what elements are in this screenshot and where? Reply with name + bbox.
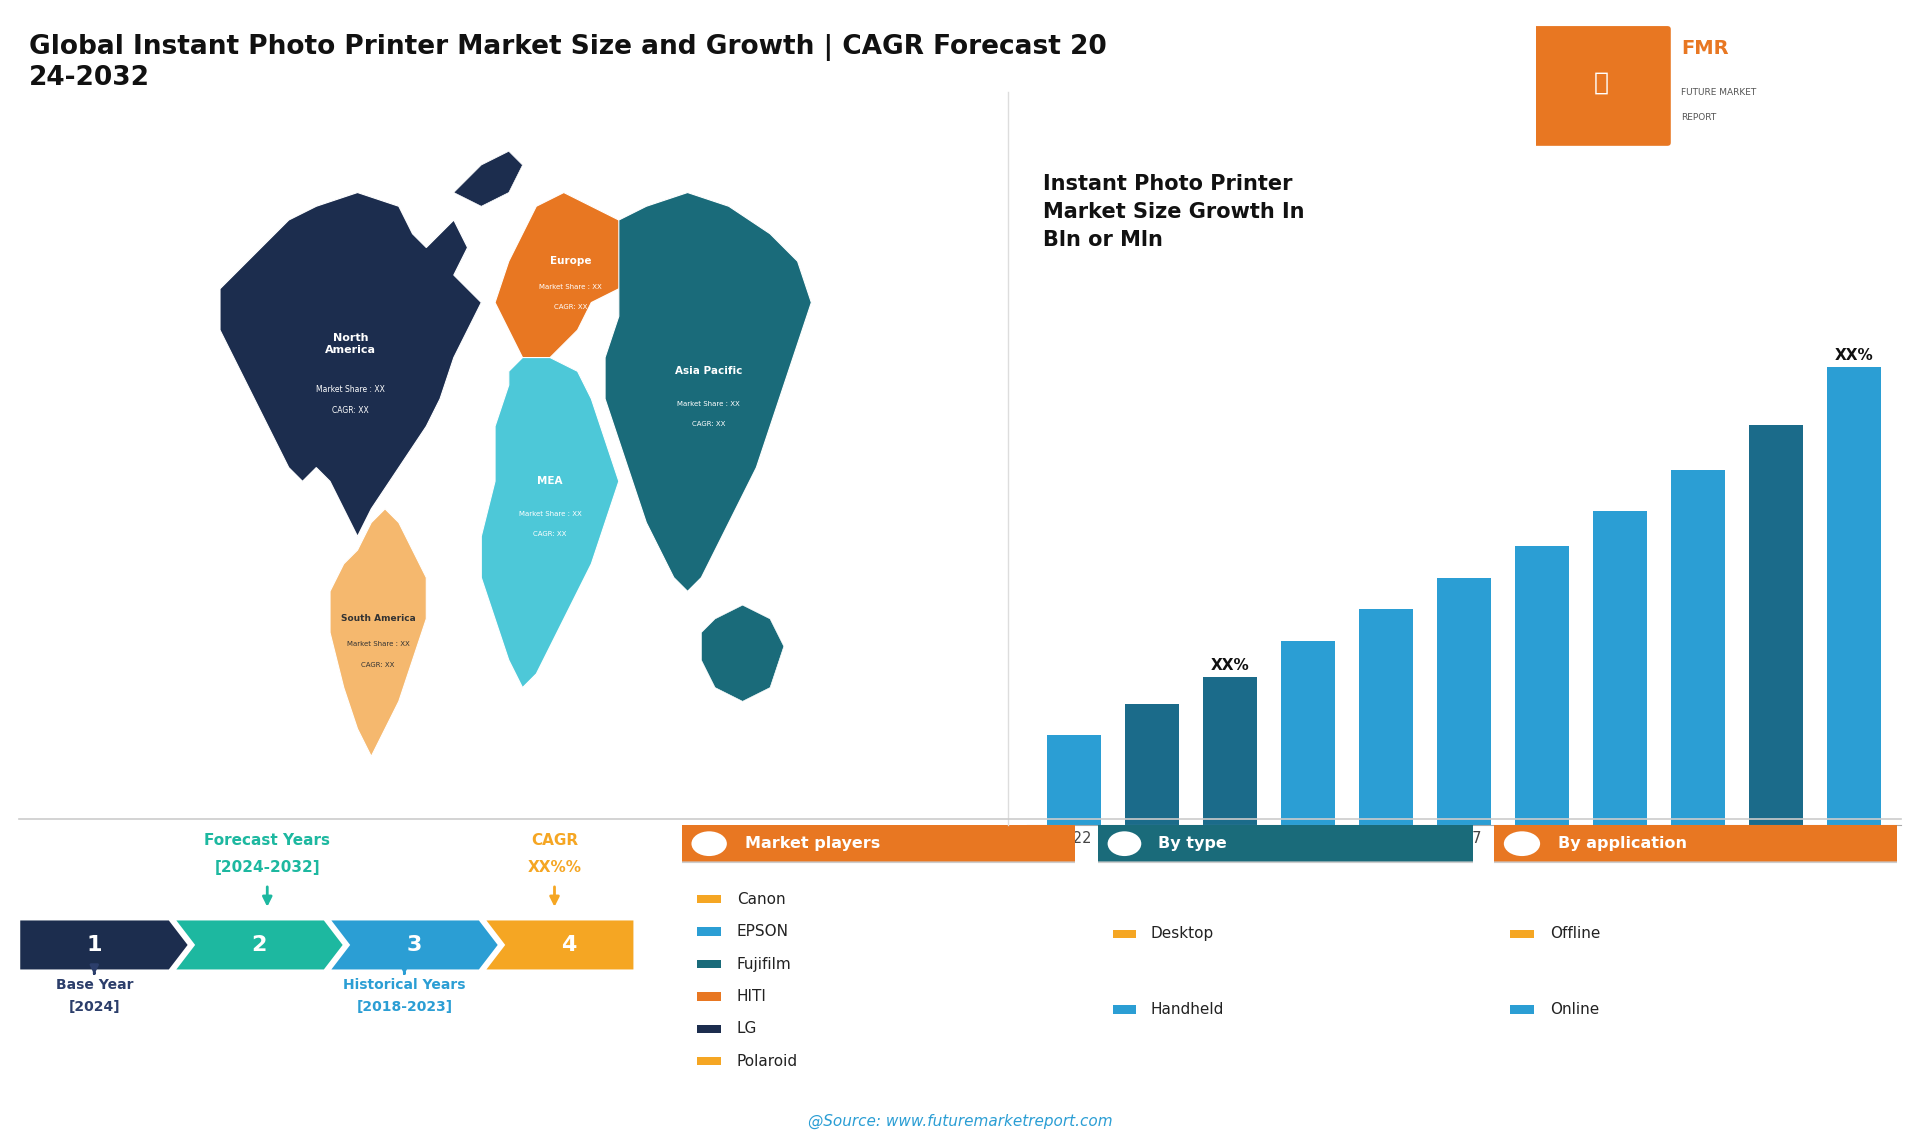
Text: Desktop: Desktop	[1150, 926, 1213, 941]
Bar	[1436, 578, 1492, 825]
Text: CAGR: XX: CAGR: XX	[361, 662, 396, 668]
Text: XX%: XX%	[1836, 347, 1874, 362]
Bar	[1515, 547, 1569, 825]
Bar	[1670, 470, 1726, 825]
Circle shape	[1108, 831, 1140, 856]
Text: Forecast Years: Forecast Years	[204, 833, 330, 848]
Polygon shape	[484, 919, 634, 971]
Text: Historical Years: Historical Years	[344, 979, 467, 992]
Bar	[697, 1057, 720, 1066]
Text: Fujifilm: Fujifilm	[737, 957, 791, 972]
Text: Market players: Market players	[745, 837, 879, 851]
Bar	[1749, 425, 1803, 825]
Text: 4: 4	[561, 935, 576, 955]
Text: Market Share : XX: Market Share : XX	[317, 385, 386, 394]
Circle shape	[1503, 831, 1540, 856]
Text: @Source: www.futuremarketreport.com: @Source: www.futuremarketreport.com	[808, 1114, 1112, 1129]
Bar	[1046, 736, 1102, 825]
Bar	[697, 927, 720, 936]
Text: LG: LG	[737, 1021, 756, 1036]
Text: [2018-2023]: [2018-2023]	[357, 1000, 453, 1014]
Bar	[697, 992, 720, 1000]
FancyBboxPatch shape	[1490, 862, 1901, 1102]
Text: 3: 3	[407, 935, 422, 955]
FancyBboxPatch shape	[670, 817, 1087, 871]
Bar	[697, 895, 720, 903]
Text: Offline: Offline	[1549, 926, 1601, 941]
Bar	[1359, 610, 1413, 825]
Bar	[1509, 1005, 1534, 1013]
Text: Handheld: Handheld	[1150, 1002, 1225, 1017]
Text: Polaroid: Polaroid	[737, 1054, 799, 1069]
Text: Instant Photo Printer
Market Size Growth In
Bln or Mln: Instant Photo Printer Market Size Growth…	[1043, 174, 1304, 250]
Bar	[1202, 677, 1258, 825]
Polygon shape	[221, 193, 482, 536]
Bar	[1125, 704, 1179, 825]
Bar	[1281, 641, 1334, 825]
Polygon shape	[19, 919, 188, 971]
Bar	[1826, 367, 1882, 825]
Polygon shape	[482, 358, 618, 688]
Text: Market Share : XX: Market Share : XX	[678, 401, 739, 407]
FancyBboxPatch shape	[1094, 862, 1476, 1102]
Text: 2: 2	[252, 935, 267, 955]
Text: XX%: XX%	[1212, 658, 1250, 673]
Text: REPORT: REPORT	[1682, 113, 1716, 121]
Text: CAGR: XX: CAGR: XX	[555, 305, 588, 311]
Text: Global Instant Photo Printer Market Size and Growth | CAGR Forecast 20
24-2032: Global Instant Photo Printer Market Size…	[29, 34, 1106, 92]
Text: XX%%: XX%%	[528, 861, 582, 876]
Text: FMR: FMR	[1682, 39, 1728, 57]
Bar	[697, 960, 720, 968]
Bar	[1509, 929, 1534, 937]
Text: Market Share : XX: Market Share : XX	[518, 511, 582, 517]
Bar	[1594, 510, 1647, 825]
Text: CAGR: XX: CAGR: XX	[534, 532, 566, 537]
Text: [2024-2032]: [2024-2032]	[215, 861, 321, 876]
Text: EPSON: EPSON	[737, 924, 789, 939]
Bar	[1114, 929, 1135, 937]
Text: Online: Online	[1549, 1002, 1599, 1017]
Text: Market Share : XX: Market Share : XX	[540, 284, 603, 290]
Text: Canon: Canon	[737, 892, 785, 906]
Text: Base Year: Base Year	[56, 979, 132, 992]
Text: Asia Pacific: Asia Pacific	[674, 367, 741, 376]
Polygon shape	[453, 151, 522, 206]
Text: North
America: North America	[324, 333, 376, 354]
Text: By type: By type	[1158, 837, 1227, 851]
Text: 🏃: 🏃	[1594, 71, 1609, 95]
Text: Market Share : XX: Market Share : XX	[348, 642, 409, 647]
Text: Europe: Europe	[549, 257, 591, 266]
Polygon shape	[175, 919, 344, 971]
Text: HITI: HITI	[737, 989, 766, 1004]
Polygon shape	[605, 193, 812, 591]
Text: By application: By application	[1559, 837, 1688, 851]
Text: FUTURE MARKET: FUTURE MARKET	[1682, 88, 1757, 96]
FancyBboxPatch shape	[1482, 817, 1908, 871]
Polygon shape	[330, 509, 426, 756]
Polygon shape	[495, 193, 632, 371]
Bar	[697, 1025, 720, 1033]
Polygon shape	[701, 605, 783, 701]
Text: South America: South America	[340, 614, 415, 623]
Bar	[1114, 1005, 1135, 1013]
Text: [2024]: [2024]	[69, 1000, 121, 1014]
Text: CAGR: XX: CAGR: XX	[691, 422, 726, 427]
FancyBboxPatch shape	[678, 862, 1079, 1102]
Text: CAGR: CAGR	[532, 833, 578, 848]
Text: MEA: MEA	[538, 477, 563, 486]
Text: CAGR: XX: CAGR: XX	[332, 406, 369, 415]
Polygon shape	[330, 919, 499, 971]
Text: 1: 1	[86, 935, 102, 955]
Circle shape	[691, 831, 728, 856]
FancyBboxPatch shape	[1087, 817, 1484, 871]
FancyBboxPatch shape	[1532, 26, 1670, 146]
